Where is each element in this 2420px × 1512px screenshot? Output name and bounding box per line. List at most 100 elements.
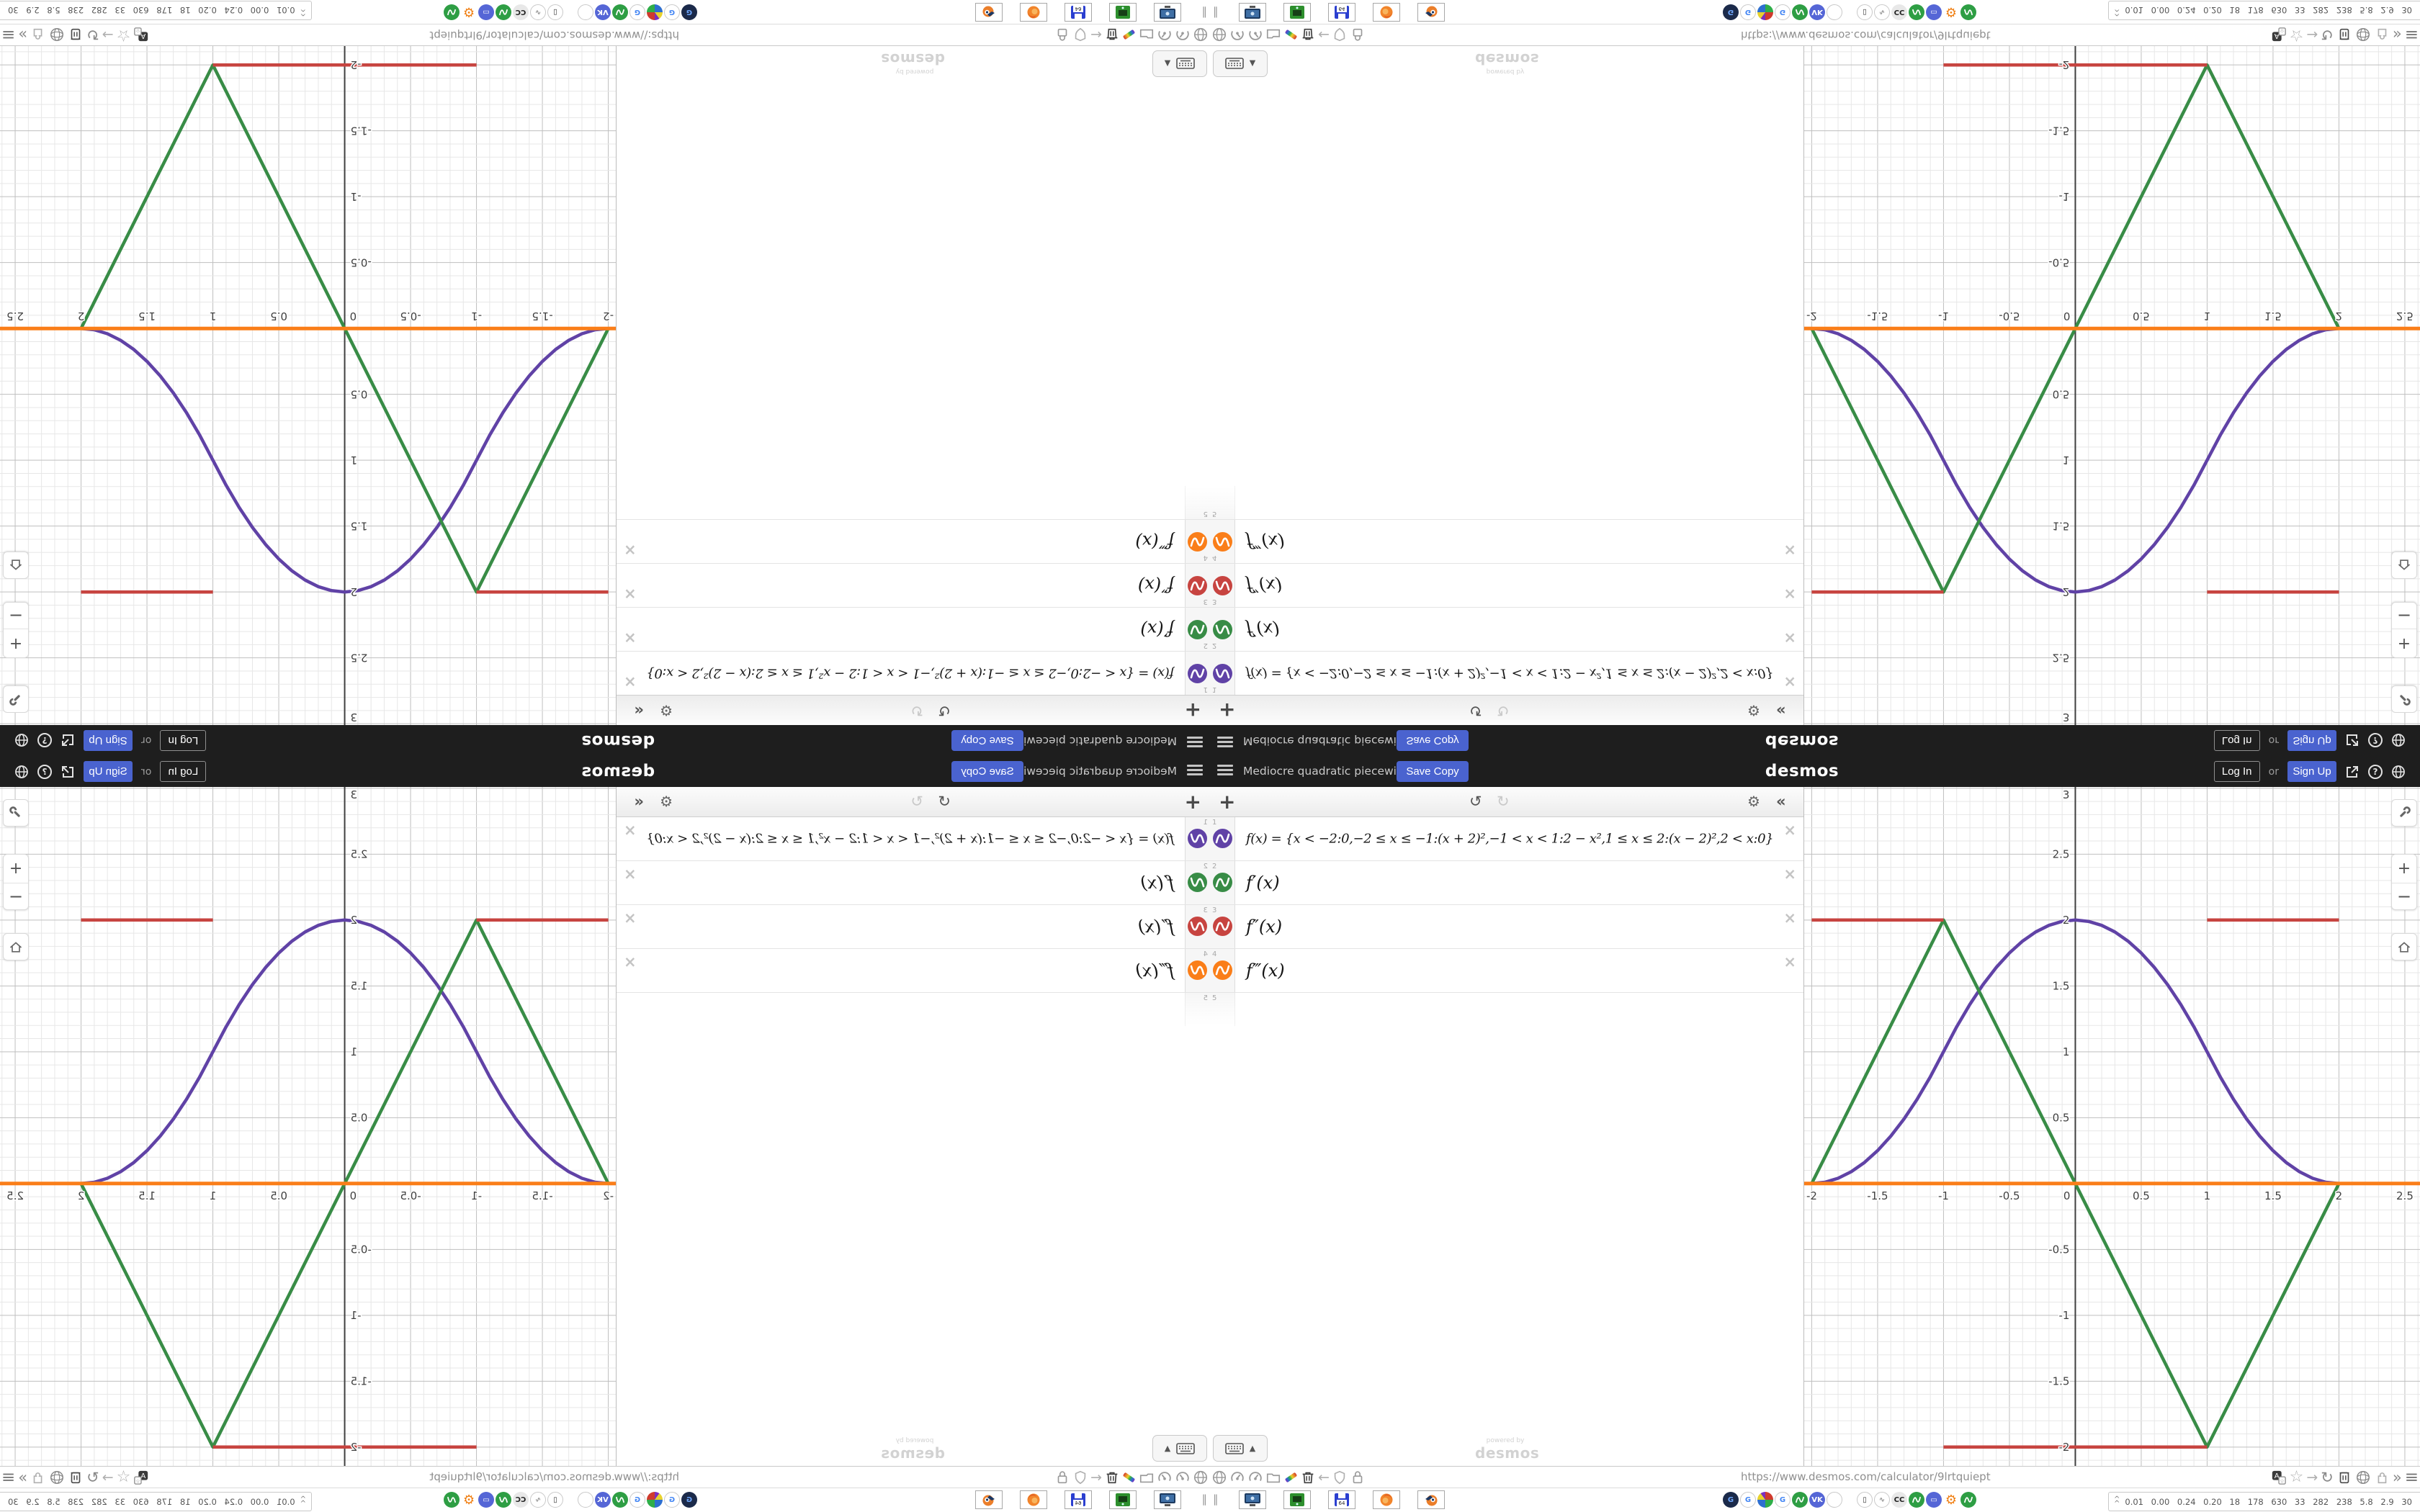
gauge-icon[interactable] [1229,1470,1245,1485]
firefox-app-icon[interactable] [1373,1490,1400,1509]
stats-expander-icon[interactable]: ^ ^ [2114,4,2120,17]
reload-icon[interactable]: ↻ [2321,1469,2334,1486]
floppy-64-app-icon[interactable]: 64 [1065,3,1092,22]
overflow-chevrons-icon[interactable]: » [18,26,28,43]
app-vk-icon[interactable]: VK [1809,1492,1825,1508]
app-cc-icon[interactable]: CC [1891,1492,1907,1508]
redo-icon[interactable]: ↻ [910,702,923,719]
shield-icon[interactable] [1332,1470,1348,1485]
forward-arrow-icon[interactable]: → [102,27,114,42]
app-pie-icon[interactable] [647,1492,663,1508]
globe-icon[interactable] [2391,765,2406,779]
save-copy-button[interactable]: Save Copy [1397,761,1469,782]
puzzle-piece-icon[interactable] [2374,27,2390,42]
expression-latex[interactable]: f(x) = {x < −2:0,−2 ≤ x ≤ −1:(x + 2)²,−1… [646,831,1174,847]
url-bar[interactable]: https://www.desmos.com/calculator/9lrtqu… [1741,1470,1991,1483]
app-cc-icon[interactable]: CC [513,4,529,20]
app-desmos-green-2-icon[interactable] [496,4,511,20]
bookmark-star-icon[interactable]: ☆ [2289,1468,2304,1486]
expression-row[interactable]: 4 f‴(x) × [1210,949,1803,993]
edit-pen-icon[interactable] [1283,1470,1298,1485]
expression-latex[interactable]: f′(x) [1246,873,1280,893]
expression-color-toggle-icon[interactable] [1188,829,1207,848]
graph-paper[interactable]: -2 -1.5 -1 -0.5 0 0.5 1 1.5 2 2.5 3 2.5 2 1.5 1 0.5 -0.5… [1804,787,2420,1466]
folder-icon[interactable] [1265,1470,1281,1485]
back-arrow-icon[interactable]: ← [1090,1470,1102,1485]
app-chat-icon[interactable]: ▭ [478,1492,494,1508]
folder-icon[interactable] [1139,27,1155,42]
help-icon[interactable]: ? [37,764,52,779]
floppy-64-app-icon[interactable]: 64 [1065,1490,1092,1509]
zoom-out-button[interactable]: − [2396,886,2412,906]
zoom-in-button[interactable]: + [4,855,28,883]
sign-up-button[interactable]: Sign Up [84,761,133,782]
app-google-icon[interactable]: G [1740,4,1756,20]
zoom-out-button[interactable]: − [8,886,24,906]
card-reader-app-icon[interactable] [1109,1490,1137,1509]
gauge-icon[interactable] [1229,27,1245,42]
expression-color-toggle-icon[interactable] [1188,532,1207,552]
back-arrow-icon[interactable]: ← [1090,27,1102,42]
edit-pen-icon[interactable] [1283,27,1298,42]
lock-icon[interactable] [1350,27,1366,42]
gauge-icon[interactable] [1175,27,1191,42]
app-vk-icon[interactable]: VK [1809,4,1825,20]
menu-hamburger-icon[interactable]: ≡ [2404,25,2419,44]
card-reader-app-icon[interactable] [1283,1490,1311,1509]
translate-icon[interactable]: A ☆ [133,27,149,42]
reload-icon[interactable]: ↻ [86,1469,99,1486]
gauge-icon[interactable] [1247,27,1263,42]
app-gear-icon[interactable]: ⚙ [1943,4,1959,20]
edit-list-gear-icon[interactable]: ⚙ [1747,793,1760,810]
edit-list-gear-icon[interactable]: ⚙ [660,793,673,810]
taskbar-handle-icon[interactable]: ‖ [1213,1493,1219,1506]
delete-expression-icon[interactable]: × [1783,822,1796,839]
lock-icon[interactable] [1054,1470,1070,1485]
undo-icon[interactable]: ↺ [1469,702,1482,719]
undo-icon[interactable]: ↺ [938,702,951,719]
app-thumb-icon[interactable] [578,1492,593,1508]
firefox-app-icon[interactable] [1020,3,1047,22]
app-chat-icon[interactable]: ▭ [478,4,494,20]
graph-paper[interactable]: -2 -1.5 -1 -0.5 0 0.5 1 1.5 2 2.5 3 2.5 2 1.5 1 0.5 -0.5… [0,787,616,1466]
expression-row[interactable]: 2 f′(x) × [1210,861,1803,905]
graph-settings-wrench-button[interactable] [3,685,29,713]
app-trash-icon[interactable]: ▯ [1857,1492,1873,1508]
app-desmos-green-icon[interactable] [612,4,628,20]
expression-row[interactable]: 4 f‴(x) × [1210,519,1803,563]
overflow-chevrons-icon[interactable]: » [2392,1469,2402,1486]
graph-paper[interactable]: -2 -1.5 -1 -0.5 0 0.5 1 1.5 2 2.5 3 2.5 2 1.5 1 0.5 -0.5… [1804,46,2420,725]
app-desmos-green-icon[interactable] [1792,1492,1808,1508]
delete-expression-icon[interactable]: × [624,865,637,883]
trash-icon[interactable] [1104,27,1120,42]
redo-icon[interactable]: ↻ [910,793,923,810]
expression-latex[interactable]: f‴(x) [1135,531,1174,552]
share-icon[interactable] [2345,765,2360,779]
app-pie-icon[interactable] [647,4,663,20]
curve-f(x)[interactable] [0,918,616,1186]
sign-up-button[interactable]: Sign Up [84,730,133,751]
help-icon[interactable]: ? [37,733,52,748]
gauge-icon[interactable] [1247,1470,1263,1485]
floppy-64-app-icon[interactable]: 64 [1328,1490,1355,1509]
expression-row[interactable]: 1 f(x) = {x < −2:0,−2 ≤ x ≤ −1:(x + 2)²,−… [617,817,1210,861]
expression-color-toggle-icon[interactable] [1213,960,1232,980]
expression-row[interactable]: 3 f″(x) × [617,905,1210,949]
zoom-out-button[interactable]: − [8,606,24,626]
blender-app-icon[interactable] [1417,1490,1445,1509]
show-keyboard-button[interactable]: ▲ [1152,1435,1207,1462]
expression-latex[interactable]: f‴(x) [1246,531,1285,552]
expression-row[interactable]: 4 f‴(x) × [617,949,1210,993]
blender-app-icon[interactable] [975,1490,1003,1509]
expression-latex[interactable]: f′(x) [1140,873,1174,893]
app-desmos-green-3-icon[interactable] [1960,1492,1976,1508]
app-google-icon[interactable]: G [1740,1492,1756,1508]
shield-icon[interactable] [1072,1470,1088,1485]
gauge-icon[interactable] [1175,1470,1191,1485]
expression-latex[interactable]: f(x) = {x < −2:0,−2 ≤ x ≤ −1:(x + 2)²,−1… [1246,665,1774,681]
url-bar[interactable]: https://www.desmos.com/calculator/9lrtqu… [429,1470,679,1483]
app-g-dark-icon[interactable]: G [681,1492,697,1508]
app-desmos-green-icon[interactable] [1792,4,1808,20]
app-gear-icon[interactable]: ⚙ [461,1492,477,1508]
bookmark-star-icon[interactable]: ☆ [116,1468,131,1486]
